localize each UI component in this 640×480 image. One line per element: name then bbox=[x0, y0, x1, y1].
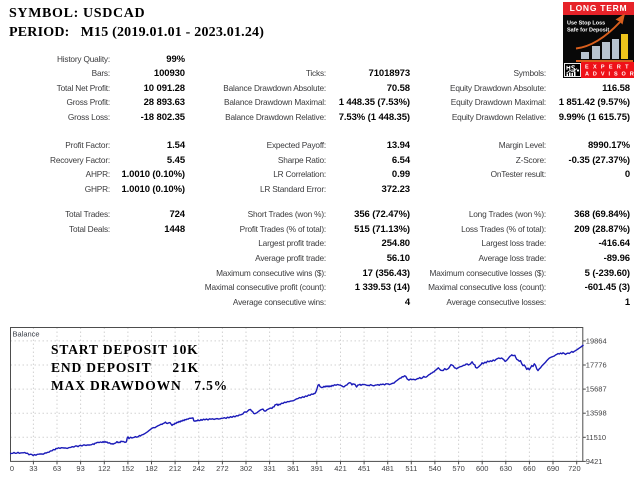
svg-text:63: 63 bbox=[53, 464, 61, 473]
svg-text:93: 93 bbox=[76, 464, 84, 473]
svg-text:660: 660 bbox=[523, 464, 536, 473]
svg-text:391: 391 bbox=[311, 464, 324, 473]
svg-text:570: 570 bbox=[452, 464, 465, 473]
svg-text:19864: 19864 bbox=[586, 336, 607, 345]
svg-text:15687: 15687 bbox=[586, 385, 607, 394]
svg-text:0: 0 bbox=[10, 464, 14, 473]
svg-text:272: 272 bbox=[216, 464, 229, 473]
svg-text:242: 242 bbox=[192, 464, 205, 473]
svg-text:302: 302 bbox=[240, 464, 253, 473]
svg-text:Balance: Balance bbox=[13, 330, 40, 339]
svg-text:11510: 11510 bbox=[586, 433, 606, 442]
svg-text:600: 600 bbox=[476, 464, 489, 473]
svg-text:630: 630 bbox=[500, 464, 513, 473]
svg-text:540: 540 bbox=[429, 464, 442, 473]
svg-text:511: 511 bbox=[405, 464, 417, 473]
svg-text:9421: 9421 bbox=[586, 457, 603, 466]
svg-text:361: 361 bbox=[287, 464, 300, 473]
svg-text:481: 481 bbox=[381, 464, 394, 473]
svg-text:331: 331 bbox=[263, 464, 276, 473]
svg-text:33: 33 bbox=[29, 464, 37, 473]
svg-text:17776: 17776 bbox=[586, 361, 607, 370]
svg-text:212: 212 bbox=[169, 464, 182, 473]
svg-text:182: 182 bbox=[145, 464, 158, 473]
svg-text:451: 451 bbox=[358, 464, 371, 473]
svg-text:720: 720 bbox=[568, 464, 581, 473]
svg-text:152: 152 bbox=[122, 464, 135, 473]
svg-text:122: 122 bbox=[98, 464, 111, 473]
svg-text:690: 690 bbox=[547, 464, 560, 473]
svg-text:13598: 13598 bbox=[586, 409, 607, 418]
svg-text:421: 421 bbox=[334, 464, 347, 473]
